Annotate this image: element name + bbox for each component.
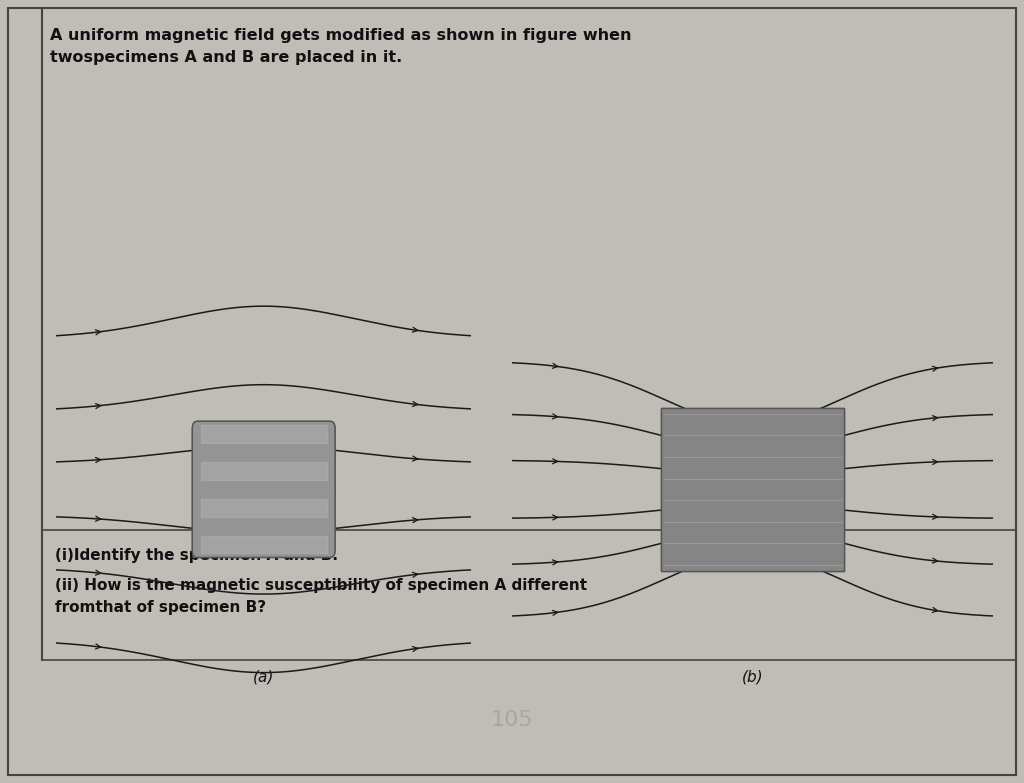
Text: A uniform magnetic field gets modified as shown in figure when: A uniform magnetic field gets modified a… (50, 28, 632, 43)
Text: twospecimens A and B are placed in it.: twospecimens A and B are placed in it. (50, 50, 402, 65)
FancyBboxPatch shape (193, 421, 335, 557)
Text: (a): (a) (253, 669, 274, 684)
Bar (662, 408, 844, 571)
FancyBboxPatch shape (193, 421, 335, 557)
Text: (b): (b) (741, 669, 764, 684)
Text: (ii) How is the magnetic susceptibility of specimen A different: (ii) How is the magnetic susceptibility … (55, 578, 587, 593)
Text: (i)Identify the specimen A and B.: (i)Identify the specimen A and B. (55, 548, 338, 563)
Text: fromthat of specimen B?: fromthat of specimen B? (55, 600, 266, 615)
Text: 105: 105 (490, 710, 534, 730)
Bar (662, 408, 844, 571)
